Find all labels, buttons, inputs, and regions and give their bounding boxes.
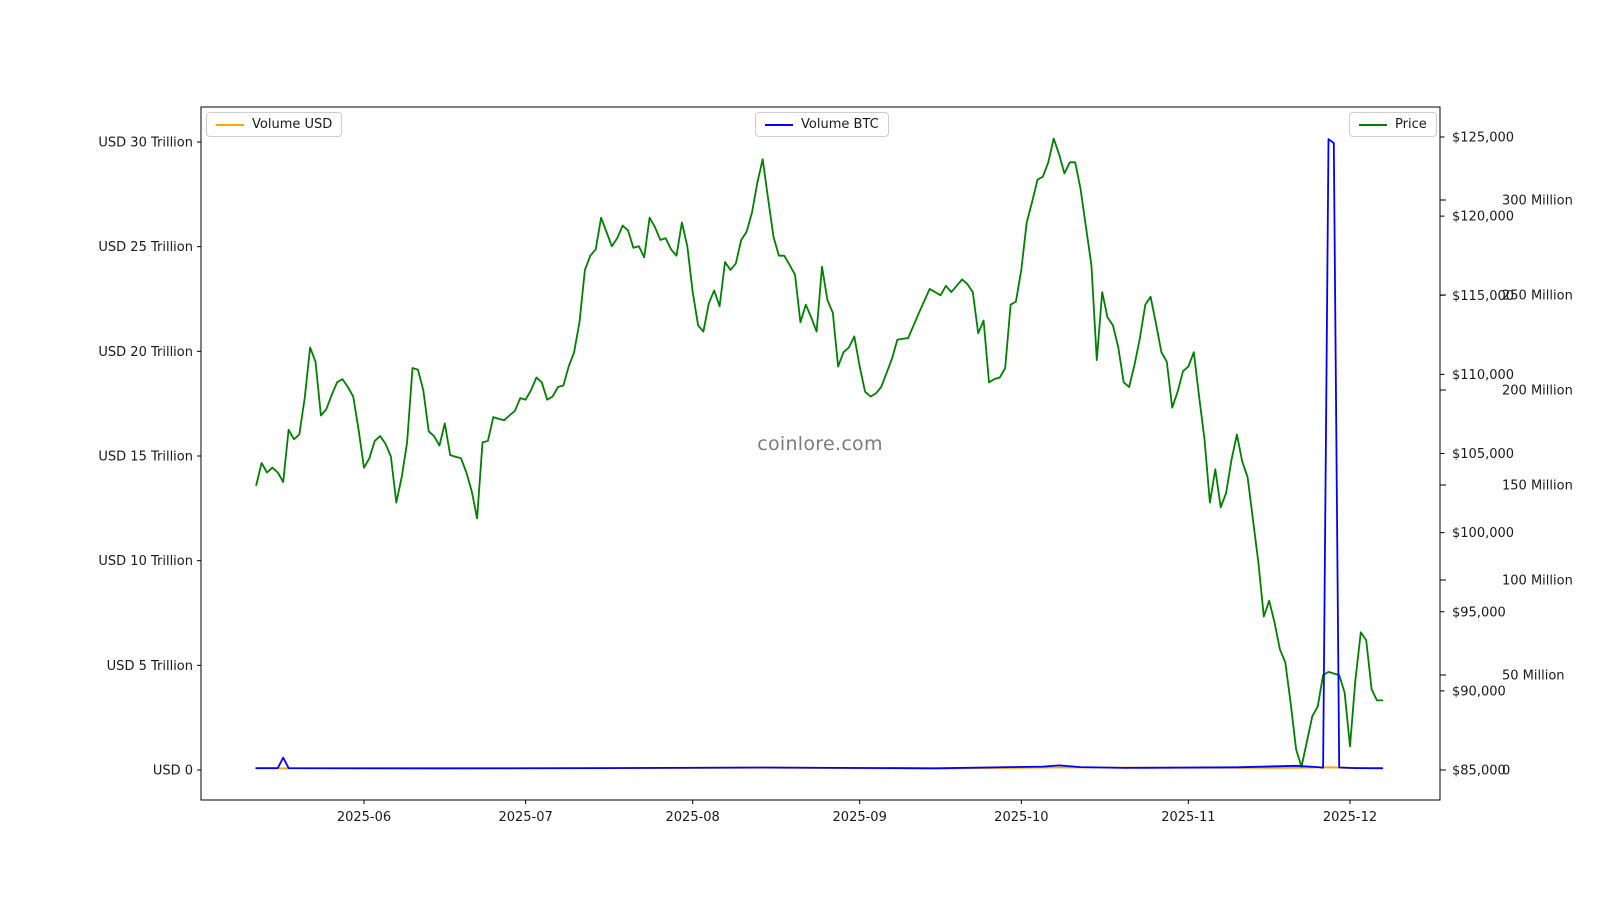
- y-tick-label: USD 25 Trillion: [98, 240, 193, 255]
- legend-price-label: Price: [1395, 117, 1427, 132]
- legend-volume-btc-label: Volume BTC: [801, 117, 879, 132]
- y-tick-label: $105,000: [1452, 447, 1514, 462]
- y-tick-label: 200 Million: [1502, 384, 1573, 399]
- y-tick-label: $120,000: [1452, 210, 1514, 225]
- volume-btc-line-swatch-icon: [765, 123, 793, 126]
- x-tick-label: 2025-09: [833, 810, 887, 825]
- y-tick-label: USD 30 Trillion: [98, 136, 193, 151]
- price-line-swatch-icon: [1359, 123, 1387, 126]
- y-tick-label: 0: [1502, 764, 1510, 779]
- y-tick-label: 150 Million: [1502, 479, 1573, 494]
- y-tick-label: $110,000: [1452, 368, 1514, 383]
- y-tick-label: USD 20 Trillion: [98, 345, 193, 360]
- y-tick-label: USD 0: [153, 764, 193, 779]
- volume-usd-line-swatch-icon: [216, 123, 244, 126]
- y-tick-label: USD 5 Trillion: [107, 659, 193, 674]
- y-tick-label: USD 15 Trillion: [98, 450, 193, 465]
- y-tick-label: 100 Million: [1502, 574, 1573, 589]
- y-tick-label: 250 Million: [1502, 289, 1573, 304]
- legend-price: Price: [1349, 112, 1437, 137]
- y-tick-label: 50 Million: [1502, 669, 1565, 684]
- y-tick-label: $90,000: [1452, 684, 1506, 699]
- x-tick-label: 2025-08: [666, 810, 720, 825]
- x-tick-label: 2025-06: [337, 810, 391, 825]
- watermark: coinlore.com: [757, 433, 883, 455]
- x-tick-label: 2025-07: [498, 810, 552, 825]
- legend-volume-usd-label: Volume USD: [252, 117, 333, 132]
- y-tick-label: 300 Million: [1502, 194, 1573, 209]
- x-tick-label: 2025-12: [1323, 810, 1377, 825]
- data-series-layer: [255, 137, 1384, 770]
- price-line: [255, 137, 1384, 768]
- y-tick-label: USD 10 Trillion: [98, 554, 193, 569]
- axes-layer: USD 0 USD 5 Trillion USD 10 Trillion USD 15…: [98, 131, 1572, 826]
- x-tick-label: 2025-11: [1161, 810, 1215, 825]
- volume-btc-line: [255, 138, 1384, 770]
- legend-volume-btc: Volume BTC: [755, 112, 889, 137]
- y-tick-label: $95,000: [1452, 605, 1506, 620]
- legend-volume-usd: Volume USD: [206, 112, 343, 137]
- y-tick-label: $85,000: [1452, 764, 1506, 779]
- y-tick-label: $100,000: [1452, 526, 1514, 541]
- plot-frame: [200, 106, 1441, 801]
- y-tick-label: $115,000: [1452, 289, 1514, 304]
- x-tick-label: 2025-10: [994, 810, 1048, 825]
- y-tick-label: $125,000: [1452, 131, 1514, 146]
